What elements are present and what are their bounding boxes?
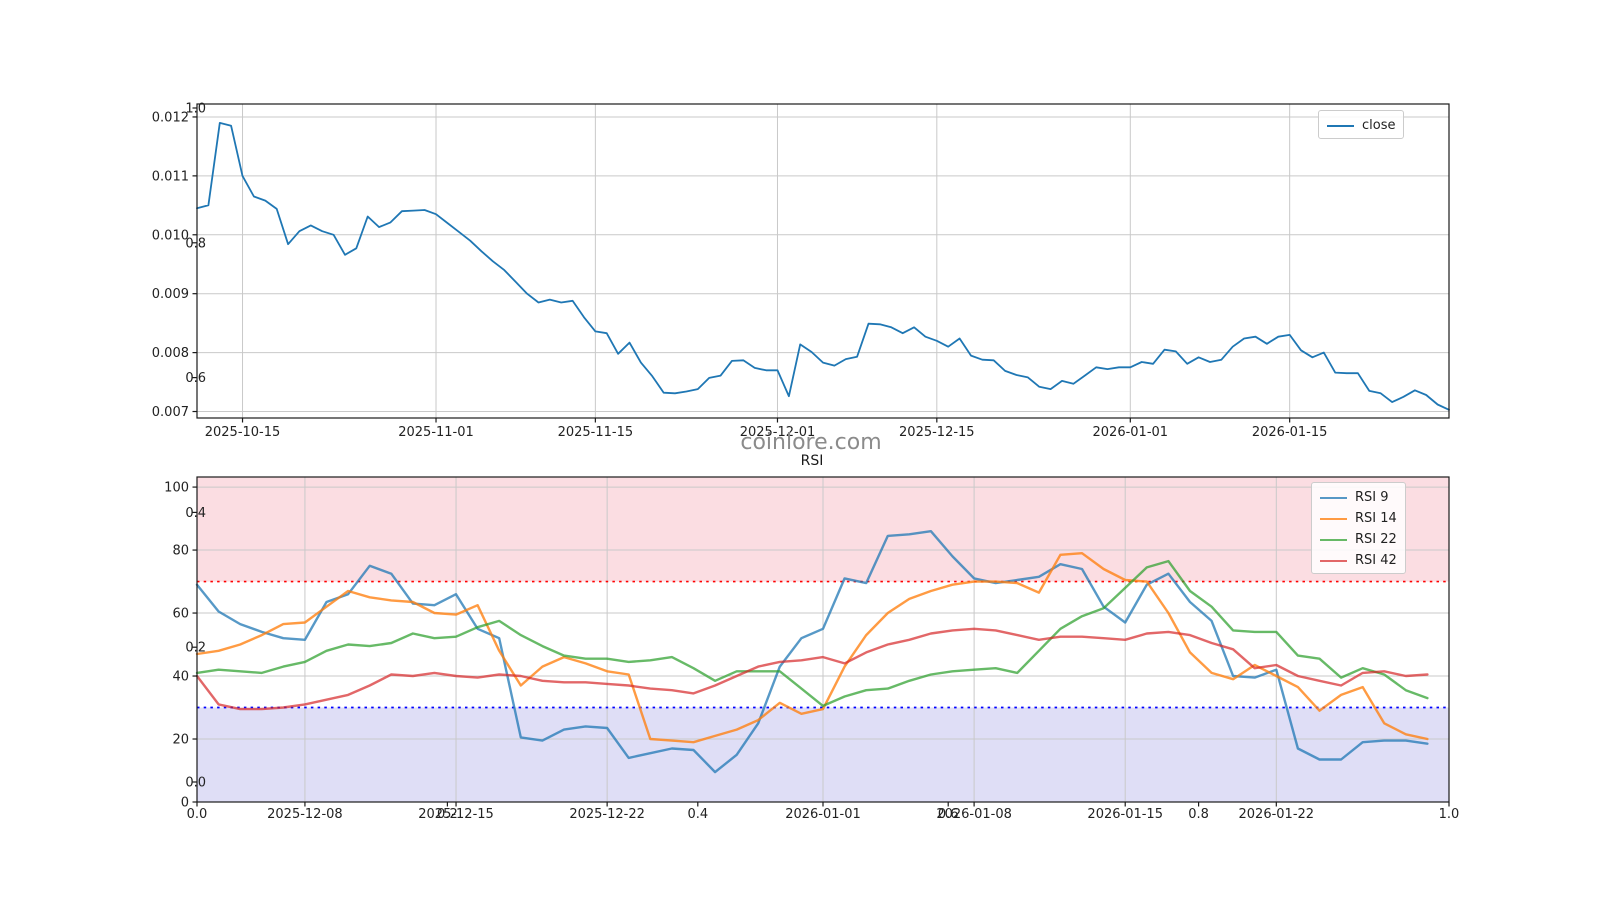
rsi-y-tick-label: 60 (172, 607, 189, 622)
legend-entry-rsi-9: RSI 9 (1320, 486, 1397, 507)
price-y-tick-label: 0.007 (152, 405, 189, 420)
rsi-legend: RSI 9 RSI 14 RSI 22 RSI 42 (1311, 482, 1406, 574)
legend-label-rsi-9: RSI 9 (1355, 490, 1389, 505)
overlay-axis-labels: 1.0 0.8 0.6 0.4 0.2 0.0 0.0 0.2 0.4 0.6 0.8 1.0 (185, 102, 1459, 823)
overlay-x-tick-label: 0.8 (1188, 807, 1209, 822)
rsi-x-tick-label: 2026-01-08 (936, 807, 1012, 822)
price-axis-labels: 0.012 0.011 0.010 0.009 0.008 0.007 2025-10-15… (152, 110, 1328, 440)
price-legend: close (1318, 110, 1405, 139)
overlay-y-tick-label: 0.4 (185, 506, 206, 521)
close-line (196, 122, 1450, 411)
overlay-x-tick-label: 1.0 (1439, 807, 1460, 822)
legend-entry-close: close (1327, 114, 1395, 135)
price-y-tick-label: 0.008 (152, 346, 189, 361)
overlay-y-tick-label: 0.0 (185, 776, 206, 791)
rsi-14-line-swatch (1320, 517, 1347, 520)
rsi-x-tick-label: 2025-12-22 (569, 807, 645, 822)
rsi-y-tick-label: 80 (172, 544, 189, 559)
legend-entry-rsi-42: RSI 42 (1320, 549, 1397, 570)
rsi-y-tick-label: 20 (172, 733, 189, 748)
overlay-x-tick-label: 0.6 (938, 807, 959, 822)
rsi-22-line (195, 559, 1429, 708)
close-line-swatch (1327, 124, 1354, 127)
legend-entry-rsi-14: RSI 14 (1320, 507, 1397, 528)
rsi-chart-title: RSI (800, 453, 824, 469)
rsi-x-tick-label: 2026-01-22 (1239, 807, 1315, 822)
price-plot-border (196, 103, 1450, 419)
overlay-x-tick-label: 0.2 (437, 807, 458, 822)
price-x-tick-label: 2025-11-01 (398, 425, 474, 440)
overlay-y-tick-label: 0.8 (185, 236, 206, 251)
overlay-y-tick-label: 0.2 (185, 641, 206, 656)
price-y-tick-label: 0.010 (152, 228, 189, 243)
watermark: coinlore.com (740, 430, 882, 455)
rsi-axis-labels: 100 80 60 40 20 0 2025-12-08 2025-12-15 2025-12-… (164, 481, 1314, 822)
rsi-y-tick-label: 0 (181, 796, 189, 811)
rsi-x-tick-label: 2025-12-15 (418, 807, 494, 822)
price-gridlines (197, 104, 1449, 418)
rsi-x-tick-label: 2026-01-15 (1087, 807, 1163, 822)
legend-label-rsi-42: RSI 42 (1355, 553, 1397, 568)
rsi-y-tick-label: 40 (172, 670, 189, 685)
rsi-9-line-swatch (1320, 496, 1347, 499)
price-y-tick-label: 0.011 (152, 169, 189, 184)
price-x-tick-label: 2025-12-01 (740, 425, 816, 440)
rsi-x-tick-label: 2025-12-08 (267, 807, 343, 822)
overlay-y-tick-label: 1.0 (185, 102, 206, 117)
rsi-14-line (195, 552, 1429, 744)
rsi-y-tick-label: 100 (164, 481, 189, 496)
price-y-tick-label: 0.012 (152, 110, 189, 125)
rsi-22-line-swatch (1320, 538, 1347, 541)
overlay-x-tick-label: 0.4 (687, 807, 708, 822)
price-x-tick-label: 2025-10-15 (205, 425, 281, 440)
overlay-x-tick-label: 0.0 (187, 807, 208, 822)
legend-label-close: close (1362, 118, 1396, 133)
price-y-tick-label: 0.009 (152, 287, 189, 302)
rsi-42-line-swatch (1320, 559, 1347, 562)
price-x-tick-label: 2026-01-01 (1093, 425, 1169, 440)
legend-entry-rsi-22: RSI 22 (1320, 528, 1397, 549)
legend-label-rsi-14: RSI 14 (1355, 511, 1397, 526)
rsi-9-line (195, 530, 1429, 774)
rsi-x-tick-label: 2026-01-01 (785, 807, 861, 822)
price-x-tick-label: 2025-12-15 (899, 425, 975, 440)
legend-label-rsi-22: RSI 22 (1355, 532, 1397, 547)
rsi-42-line (195, 627, 1429, 711)
price-x-tick-label: 2025-11-15 (558, 425, 634, 440)
price-x-tick-label: 2026-01-15 (1252, 425, 1328, 440)
overlay-y-tick-label: 0.6 (185, 371, 206, 386)
